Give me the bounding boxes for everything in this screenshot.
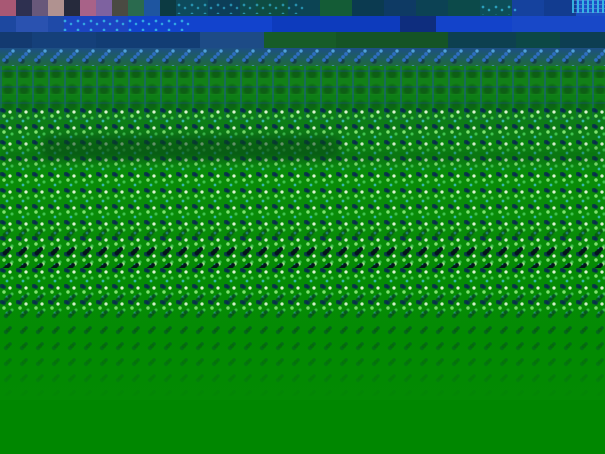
glitch-cyan-pixel-noise [62,18,192,31]
glitch-dark-smudge [0,148,605,162]
glitch-hatch-band [0,48,605,66]
glitch-dark-smudge [40,136,340,158]
glitch-black-speck-row-faint [0,226,605,244]
glitch-black-speck-row [0,244,605,268]
glitch-cyan-pixel-noise [176,2,306,14]
glitch-cyan-streak [572,0,605,13]
glitch-slash-fade [0,300,605,400]
glitch-cyan-pixel-noise [480,4,520,15]
glitch-mid-band [0,32,605,48]
